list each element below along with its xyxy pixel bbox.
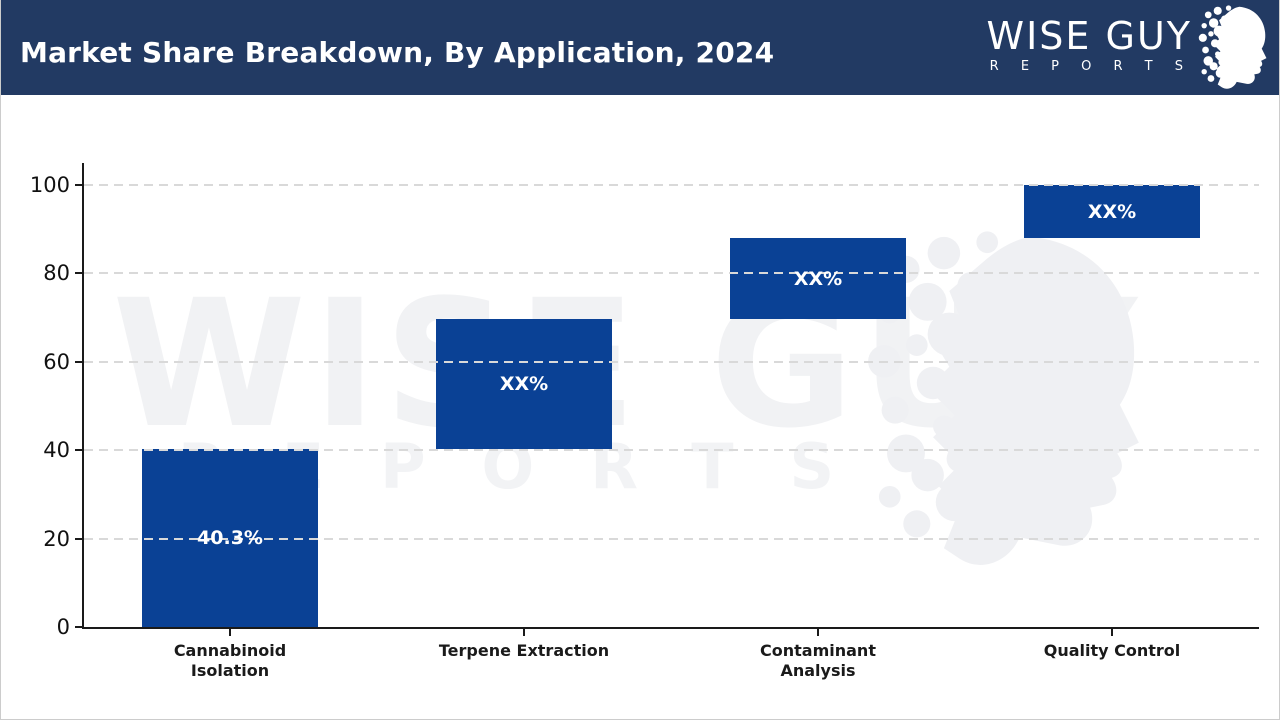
x-axis-tick-mark [1111, 629, 1113, 636]
x-axis-tick-mark [817, 629, 819, 636]
gridline-20 [84, 537, 1259, 540]
gridline-100 [84, 184, 1259, 186]
y-axis-tick-mark [75, 626, 83, 628]
x-axis-label-line: Terpene Extraction [438, 641, 610, 660]
y-axis-tick-mark [75, 537, 83, 540]
y-axis-tick-mark [75, 272, 83, 275]
bar-terpene-extraction [436, 318, 612, 449]
bar-value-label: XX% [793, 267, 843, 290]
x-axis-label: Cannabinoid Isolation [85, 641, 375, 681]
y-axis-line [82, 163, 84, 629]
header-bar: Market Share Breakdown, By Application, … [0, 0, 1280, 95]
bar-value-label: XX% [1087, 200, 1137, 223]
y-axis-tick-label: 40 [43, 438, 70, 463]
y-axis-tick-mark [75, 449, 83, 452]
brand-logo-wordmark: WISE GUY [986, 14, 1192, 58]
y-axis-tick-label: 80 [43, 261, 70, 286]
x-axis-label-line: Isolation [190, 661, 270, 680]
x-axis-label: Contaminant Analysis [673, 641, 963, 681]
x-axis-label-line: Cannabinoid [173, 641, 287, 660]
y-axis-tick-label: 60 [43, 349, 70, 374]
brand-face-icon [1198, 5, 1267, 89]
bar-value-label: 40.3% [197, 526, 263, 549]
x-axis-line [82, 627, 1259, 629]
brand-logo-subtitle: R E P O R T S [989, 59, 1192, 74]
y-axis-tick-label: 0 [56, 615, 70, 639]
x-axis-label: Quality Control [967, 641, 1257, 661]
x-axis-tick-mark [229, 629, 231, 636]
gridline-60 [84, 360, 1259, 363]
page-title: Market Share Breakdown, By Application, … [20, 36, 775, 69]
x-axis-label-line: Contaminant [760, 641, 876, 660]
y-axis-tick-label: 20 [43, 526, 70, 551]
y-axis-tick-mark [75, 360, 83, 363]
x-axis-tick-mark [523, 629, 525, 636]
y-axis-tick-mark [75, 184, 83, 186]
x-axis-label: Terpene Extraction [379, 641, 669, 661]
bar-quality-control [1024, 185, 1200, 239]
brand-logo: WISE GUY R E P O R T S [987, 16, 1192, 76]
y-axis-tick-label: 100 [29, 173, 70, 197]
gridline-80 [84, 272, 1259, 275]
x-axis-label-line: Quality Control [1043, 641, 1181, 660]
x-axis-label-line: Analysis [780, 661, 856, 680]
gridline-40 [84, 449, 1259, 452]
bar-value-label: XX% [499, 372, 549, 395]
